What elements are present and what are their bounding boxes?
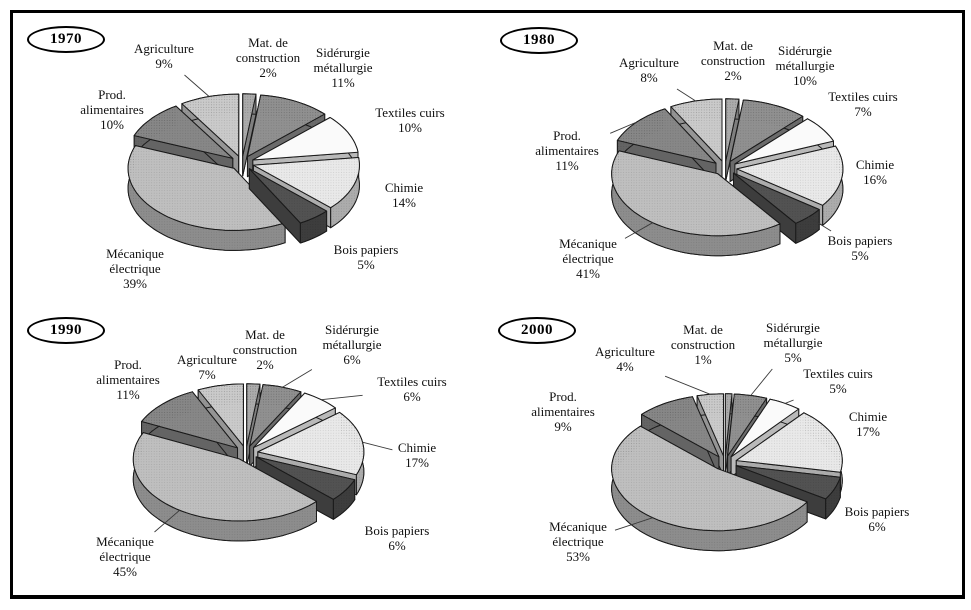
- year-label-1970: 1970: [50, 31, 82, 47]
- leader-line-mecanique: [154, 509, 180, 533]
- pie-slice-mecanique: [611, 150, 781, 257]
- slice-label-bois: Bois papiers 5%: [334, 242, 399, 272]
- slice-label-chimie: Chimie 17%: [398, 440, 437, 470]
- slice-label-construction: Mat. de construction 2%: [236, 35, 301, 80]
- pie-slice-mecanique: [127, 145, 286, 251]
- slice-label-chimie: Chimie 14%: [385, 180, 424, 210]
- pie-chart-1970: Mat. de construction 2% Sidérurgie métallurg…: [80, 35, 445, 291]
- slice-label-mecanique: Mécanique électrique 41%: [559, 236, 617, 281]
- leader-line-agriculture: [664, 375, 711, 395]
- year-badge-1990: 1990: [27, 317, 105, 344]
- slice-label-siderurgie: Sidérurgie métallurgie 10%: [776, 43, 835, 88]
- pie-slice-bois: [248, 168, 328, 244]
- slice-label-prod: Prod. alimentaires 10%: [80, 87, 144, 132]
- slice-label-prod: Prod. alimentaires 9%: [531, 389, 595, 434]
- slice-label-prod: Prod. alimentaires 11%: [535, 128, 599, 173]
- slice-label-chimie: Chimie 17%: [849, 409, 888, 439]
- leader-line-textiles: [321, 394, 363, 401]
- year-label-1990: 1990: [50, 322, 82, 338]
- leader-line-siderurgie: [750, 368, 773, 396]
- leader-line-bois: [808, 216, 832, 232]
- slice-label-agriculture: Agriculture 9%: [134, 41, 194, 71]
- year-label-1980: 1980: [523, 32, 555, 48]
- slice-label-bois: Bois papiers 6%: [365, 523, 430, 553]
- year-badge-1970: 1970: [27, 26, 105, 53]
- slice-label-agriculture: Agriculture 7%: [177, 352, 237, 382]
- pie-chart-1990: Mat. de construction 2% Sidérurgie métallurg…: [96, 322, 447, 579]
- slice-label-textiles: Textiles cuirs 7%: [828, 89, 898, 119]
- leader-line-agriculture: [676, 88, 696, 102]
- leader-line-agriculture: [184, 74, 210, 97]
- slice-label-textiles: Textiles cuirs 10%: [375, 105, 445, 135]
- slice-label-mecanique: Mécanique électrique 45%: [96, 534, 154, 579]
- slice-label-construction: Mat. de construction 2%: [233, 327, 298, 372]
- pie-slice-mecanique: [132, 432, 317, 542]
- leader-line-mecanique: [614, 517, 653, 531]
- pie-slice-mecanique: [611, 425, 808, 552]
- year-label-2000: 2000: [521, 322, 553, 338]
- slice-label-bois: Bois papiers 6%: [845, 504, 910, 534]
- slice-label-prod: Prod. alimentaires 11%: [96, 357, 160, 402]
- slice-label-construction: Mat. de construction 2%: [701, 38, 766, 83]
- leader-line-siderurgie: [282, 369, 313, 388]
- pie-chart-2000: Mat. de construction 1% Sidérurgie métallurg…: [531, 320, 910, 564]
- slice-label-mecanique: Mécanique électrique 53%: [549, 519, 607, 564]
- slice-label-agriculture: Agriculture 8%: [619, 55, 679, 85]
- pie-chart-1980: Mat. de construction 2%Sidérurgie métallurg…: [535, 38, 898, 281]
- slice-label-siderurgie: Sidérurgie métallurgie 6%: [323, 322, 382, 367]
- slice-label-mecanique: Mécanique électrique 39%: [106, 246, 164, 291]
- slice-label-agriculture: Agriculture 4%: [595, 344, 655, 374]
- year-badge-2000: 2000: [498, 317, 576, 344]
- year-badge-1980: 1980: [500, 27, 578, 54]
- slice-label-bois: Bois papiers 5%: [828, 233, 893, 263]
- leader-line-mecanique: [624, 222, 653, 239]
- leader-line-prod: [610, 121, 637, 134]
- slice-label-chimie: Chimie 16%: [856, 157, 895, 187]
- leader-line-textiles: [784, 399, 794, 404]
- leader-line-chimie: [362, 441, 393, 451]
- slice-label-textiles: Textiles cuirs 5%: [803, 366, 873, 396]
- figure-frame: [10, 10, 965, 599]
- slice-label-textiles: Textiles cuirs 6%: [377, 374, 447, 404]
- slice-label-construction: Mat. de construction 1%: [671, 322, 736, 367]
- pie-slice-construction: [242, 93, 257, 177]
- slice-label-siderurgie: Sidérurgie métallurgie 11%: [314, 45, 373, 90]
- slice-label-siderurgie: Sidérurgie métallurgie 5%: [764, 320, 823, 365]
